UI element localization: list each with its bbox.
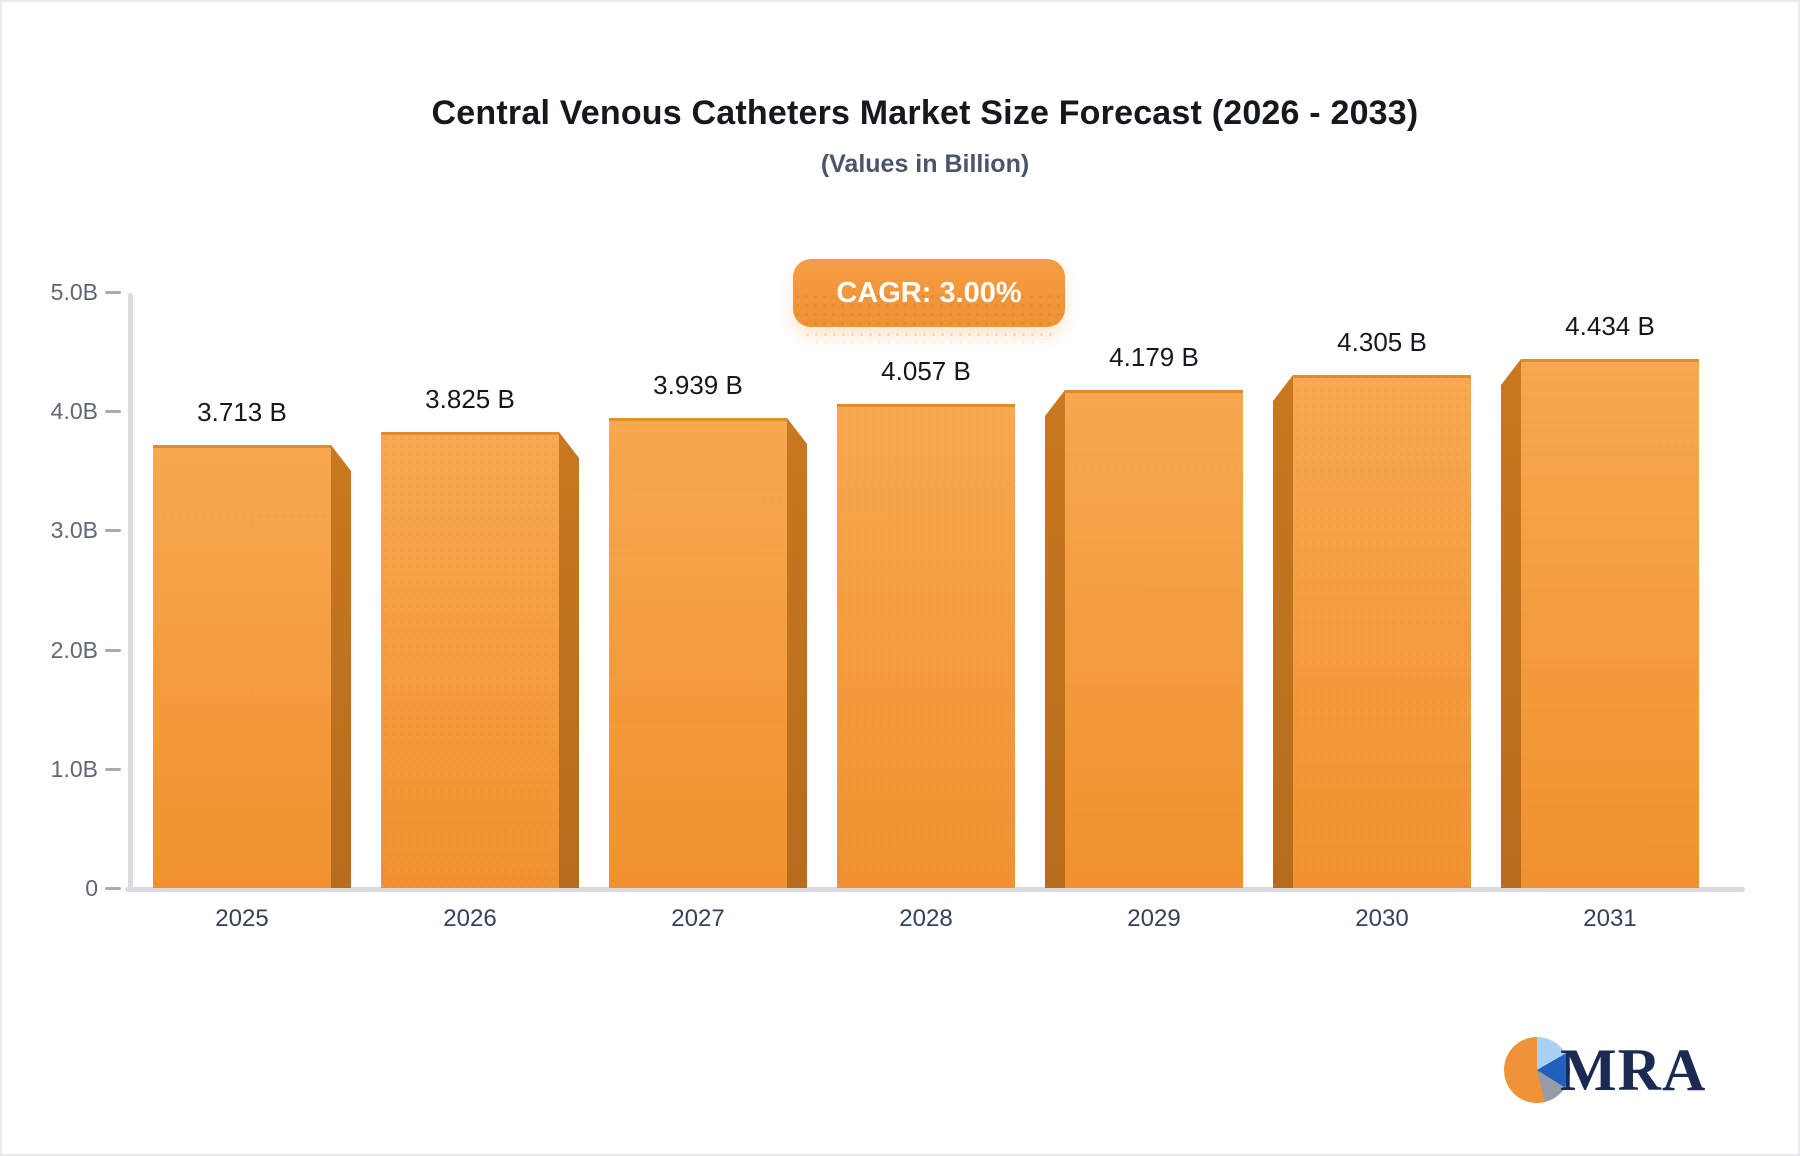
bar [1065,390,1243,888]
brand-logo: MRA [1504,1034,1706,1106]
y-tick-label: 4.0B [50,398,98,425]
x-tick-label: 2027 [671,905,725,932]
page-title: Central Venous Catheters Market Size For… [431,94,1419,132]
x-tick-label: 2029 [1127,905,1181,932]
cagr-badge-label: CAGR: 3.00% [836,276,1022,309]
bar [1521,359,1699,888]
bar-value-label: 4.434 B [1565,311,1655,341]
bar [609,418,787,888]
bar [153,445,331,888]
x-tick-label: 2031 [1583,905,1637,932]
y-tick-label: 1.0B [50,755,98,782]
x-tick-label: 2026 [443,905,497,932]
bar-value-label: 4.179 B [1109,342,1199,372]
y-tick-dash [105,410,121,414]
bar [837,404,1015,888]
pie-chart-icon [1504,1037,1570,1103]
x-tick-label: 2028 [899,905,953,932]
y-tick-dash [105,529,121,533]
y-tick-label: 3.0B [50,517,98,544]
bar [381,432,559,888]
bar-side-face [1045,390,1065,888]
bar-value-label: 3.939 B [653,370,743,400]
bar-side-face [559,432,579,888]
y-axis-line [128,293,133,890]
y-tick-dash [105,887,121,890]
x-tick-label: 2025 [215,905,269,932]
y-tick-dash [105,648,121,652]
y-tick-label: 2.0B [50,636,98,663]
y-tick-label: 0 [85,875,98,901]
y-tick-dash [105,767,121,771]
bar-side-face [1273,375,1293,888]
x-baseline [125,887,1745,892]
y-tick-label: 5.0B [50,279,98,305]
page-subtitle: (Values in Billion) [820,150,1030,178]
bar-side-face [787,418,807,888]
bar [1293,375,1471,888]
logo-text: MRA [1560,1037,1707,1103]
x-tick-label: 2030 [1355,905,1409,932]
bar-value-label: 3.825 B [425,384,515,414]
y-tick-dash [105,291,121,294]
bar-side-face [331,445,351,888]
bar-value-label: 4.305 B [1337,327,1427,357]
bar-value-label: 3.713 B [197,397,287,427]
bar-value-label: 4.057 B [881,356,971,386]
bar-side-face [1501,359,1521,888]
